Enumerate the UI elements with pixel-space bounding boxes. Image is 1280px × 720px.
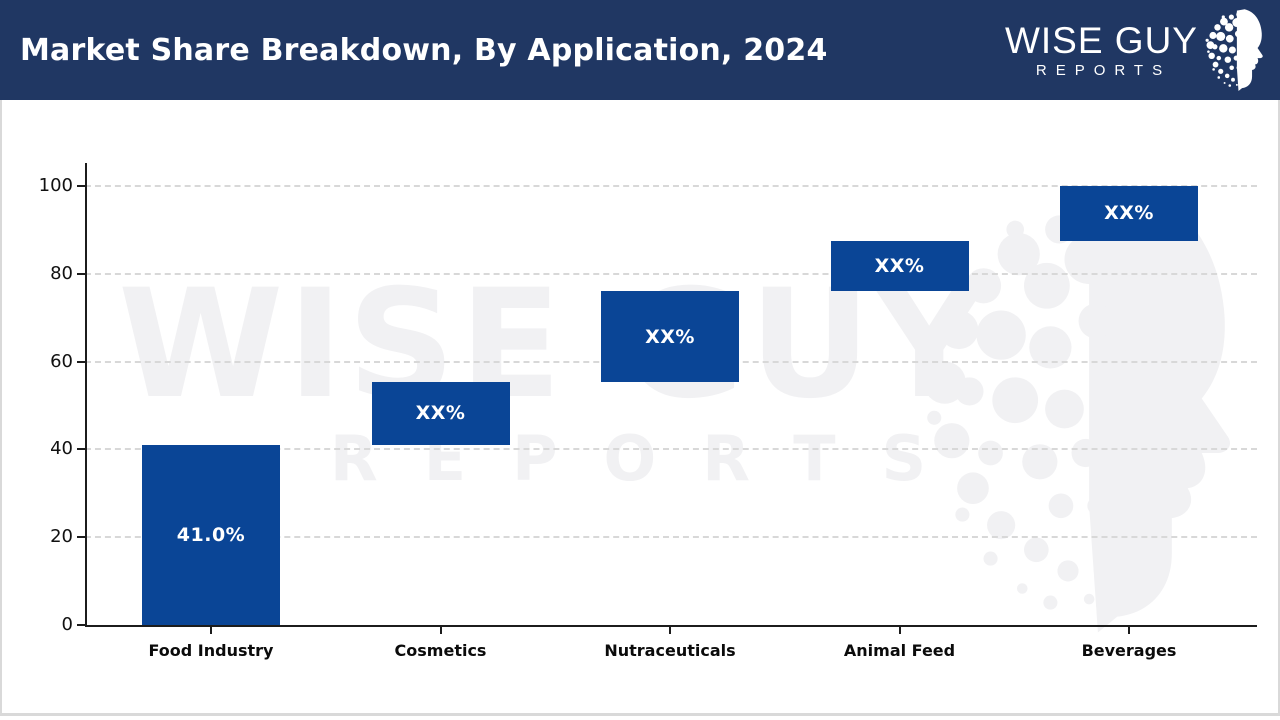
bar-value-label: XX%	[874, 255, 925, 278]
bar-value-label: 41.0%	[176, 523, 246, 546]
x-category-label: Nutraceuticals	[604, 641, 736, 660]
x-category-label: Beverages	[1081, 641, 1177, 660]
gridline	[85, 272, 1257, 275]
bar-value-label: XX%	[1104, 202, 1154, 225]
y-tick	[77, 448, 85, 451]
brand-wordmark: WISE GUY REPORTS	[1005, 22, 1198, 78]
gridline	[85, 185, 1257, 187]
bar: XX%	[601, 291, 739, 382]
x-tick	[669, 627, 671, 634]
x-category-label: Food Industry	[148, 641, 274, 660]
x-axis	[85, 625, 1257, 627]
watermark-text-primary: WISE GUY	[118, 258, 988, 432]
bar: XX%	[830, 240, 969, 292]
bar: 41.0%	[142, 445, 280, 625]
y-tick	[77, 272, 85, 275]
bar-value-label: XX%	[645, 325, 695, 348]
y-tick-label: 40	[50, 438, 73, 460]
x-category-label: Cosmetics	[394, 641, 487, 660]
y-axis	[85, 163, 87, 627]
y-tick-label: 80	[50, 262, 73, 284]
y-tick-label: 100	[38, 175, 73, 196]
head-profile-logo-icon	[1200, 8, 1266, 92]
x-category-label: Animal Feed	[843, 641, 956, 660]
y-tick	[77, 536, 85, 539]
bar: XX%	[371, 381, 510, 445]
bar-value-label: XX%	[415, 402, 466, 425]
header-bar: Market Share Breakdown, By Application, …	[0, 0, 1280, 100]
x-tick	[898, 627, 901, 634]
brand-subtitle: REPORTS	[1035, 62, 1172, 79]
y-tick	[77, 624, 85, 626]
x-tick	[439, 627, 442, 634]
gridline	[85, 448, 1257, 451]
y-tick	[77, 360, 85, 363]
gridline	[85, 536, 1257, 539]
y-tick	[77, 185, 85, 187]
bar: XX%	[1060, 186, 1198, 241]
y-tick-label: 60	[50, 350, 73, 372]
x-tick	[210, 627, 212, 634]
y-tick-label: 0	[61, 614, 73, 635]
brand-name: WISE GUY	[1004, 20, 1198, 61]
brand-logo: WISE GUY REPORTS	[1005, 8, 1280, 92]
page-title: Market Share Breakdown, By Application, …	[20, 32, 828, 68]
y-tick-label: 20	[50, 526, 73, 548]
x-tick	[1128, 627, 1130, 634]
